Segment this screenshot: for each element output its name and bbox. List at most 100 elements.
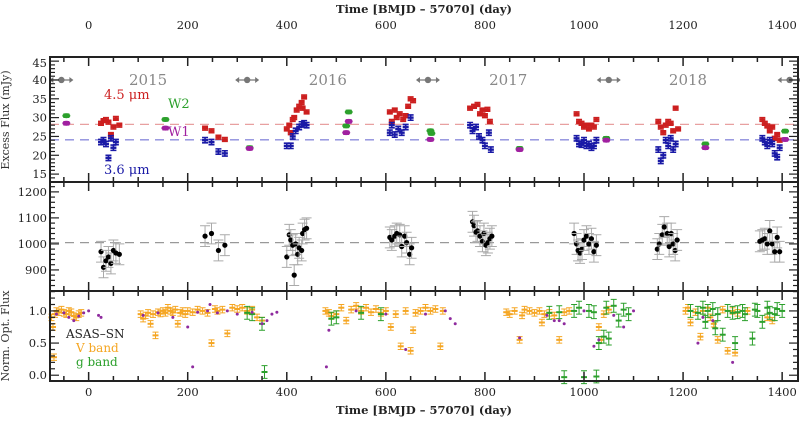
data-point <box>656 241 662 247</box>
data-point <box>759 137 766 140</box>
data-point <box>402 309 409 312</box>
panel-frame <box>49 181 799 292</box>
data-point <box>762 236 768 242</box>
data-point <box>296 105 303 108</box>
data-point <box>761 140 768 144</box>
data-point <box>395 127 402 131</box>
data-point <box>409 245 415 251</box>
top-x-tick-label: 1000 <box>569 18 598 32</box>
year-boundary-marker <box>243 76 251 84</box>
data-point <box>67 315 71 319</box>
data-point <box>235 312 239 316</box>
data-point <box>391 133 398 136</box>
data-point <box>749 337 756 340</box>
data-point <box>557 319 561 323</box>
data-point <box>551 314 558 317</box>
data-point <box>541 313 548 316</box>
data-point <box>751 308 758 311</box>
data-point <box>82 311 86 315</box>
data-point <box>427 309 434 312</box>
data-point <box>388 123 395 127</box>
data-point <box>260 322 264 326</box>
data-point <box>443 309 447 313</box>
data-point <box>531 311 538 314</box>
data-point <box>479 108 486 112</box>
data-point <box>112 140 119 144</box>
data-point <box>254 316 261 319</box>
data-point <box>338 306 345 309</box>
data-point <box>469 129 476 132</box>
data-point <box>199 309 206 312</box>
data-point <box>186 325 190 329</box>
data-point <box>289 135 296 138</box>
data-point <box>774 234 780 241</box>
data-point <box>184 309 191 312</box>
data-point <box>667 122 674 125</box>
data-point <box>147 322 154 325</box>
bottom-x-tick-label: 0 <box>85 385 92 399</box>
top-x-tick-label: 400 <box>276 18 298 32</box>
data-point <box>202 126 209 130</box>
data-point <box>484 108 491 111</box>
data-point <box>229 306 236 309</box>
top-y-axis-label: Excess Flux (mJy) <box>0 70 12 169</box>
data-point <box>511 309 518 312</box>
data-point <box>427 130 436 136</box>
data-point <box>657 125 664 129</box>
data-point <box>719 333 726 336</box>
data-point <box>701 145 710 151</box>
legend-v-band: V band <box>75 341 119 355</box>
data-point <box>410 329 417 332</box>
data-point <box>714 338 721 341</box>
data-point <box>774 308 781 310</box>
data-point <box>774 155 781 159</box>
data-point <box>662 139 669 142</box>
data-point <box>595 342 602 345</box>
data-point <box>655 148 662 151</box>
data-point <box>261 371 268 373</box>
data-point <box>582 309 586 313</box>
data-point <box>732 342 739 345</box>
data-point <box>771 152 778 155</box>
data-point <box>704 309 711 312</box>
y-tick-label: 45 <box>32 56 47 70</box>
data-point <box>62 311 66 315</box>
y-tick-label: 0.5 <box>29 336 47 350</box>
data-point <box>779 309 786 312</box>
data-point <box>774 133 781 136</box>
data-point <box>348 308 355 311</box>
data-point <box>116 251 122 257</box>
data-point <box>407 116 414 119</box>
data-point <box>672 142 679 146</box>
data-point <box>400 118 407 121</box>
data-point <box>208 303 212 306</box>
y-tick-label: 30 <box>32 111 47 125</box>
data-point <box>377 313 384 316</box>
data-point <box>103 258 109 264</box>
data-point <box>657 159 664 163</box>
data-point <box>402 233 408 239</box>
data-point <box>208 230 215 237</box>
data-point <box>665 144 672 148</box>
data-point <box>407 349 414 352</box>
data-point <box>485 131 492 134</box>
data-point <box>299 107 306 110</box>
data-point <box>105 254 112 260</box>
legend-title: ASAS–SN <box>65 327 125 341</box>
y-tick-label: 1.0 <box>29 304 47 318</box>
data-point <box>404 240 410 246</box>
data-point <box>161 125 170 131</box>
data-point <box>620 308 627 311</box>
data-point <box>72 319 76 323</box>
top-x-tick-label: 0 <box>85 18 92 32</box>
data-point <box>585 142 592 146</box>
data-point <box>660 154 667 157</box>
data-point <box>573 137 580 140</box>
data-point <box>595 326 602 328</box>
data-point <box>68 311 75 314</box>
data-point <box>519 314 526 317</box>
data-point <box>471 223 477 229</box>
label-3-6um: 3.6 μm <box>104 163 150 178</box>
year-label: 2016 <box>309 71 347 89</box>
data-point <box>600 335 607 338</box>
